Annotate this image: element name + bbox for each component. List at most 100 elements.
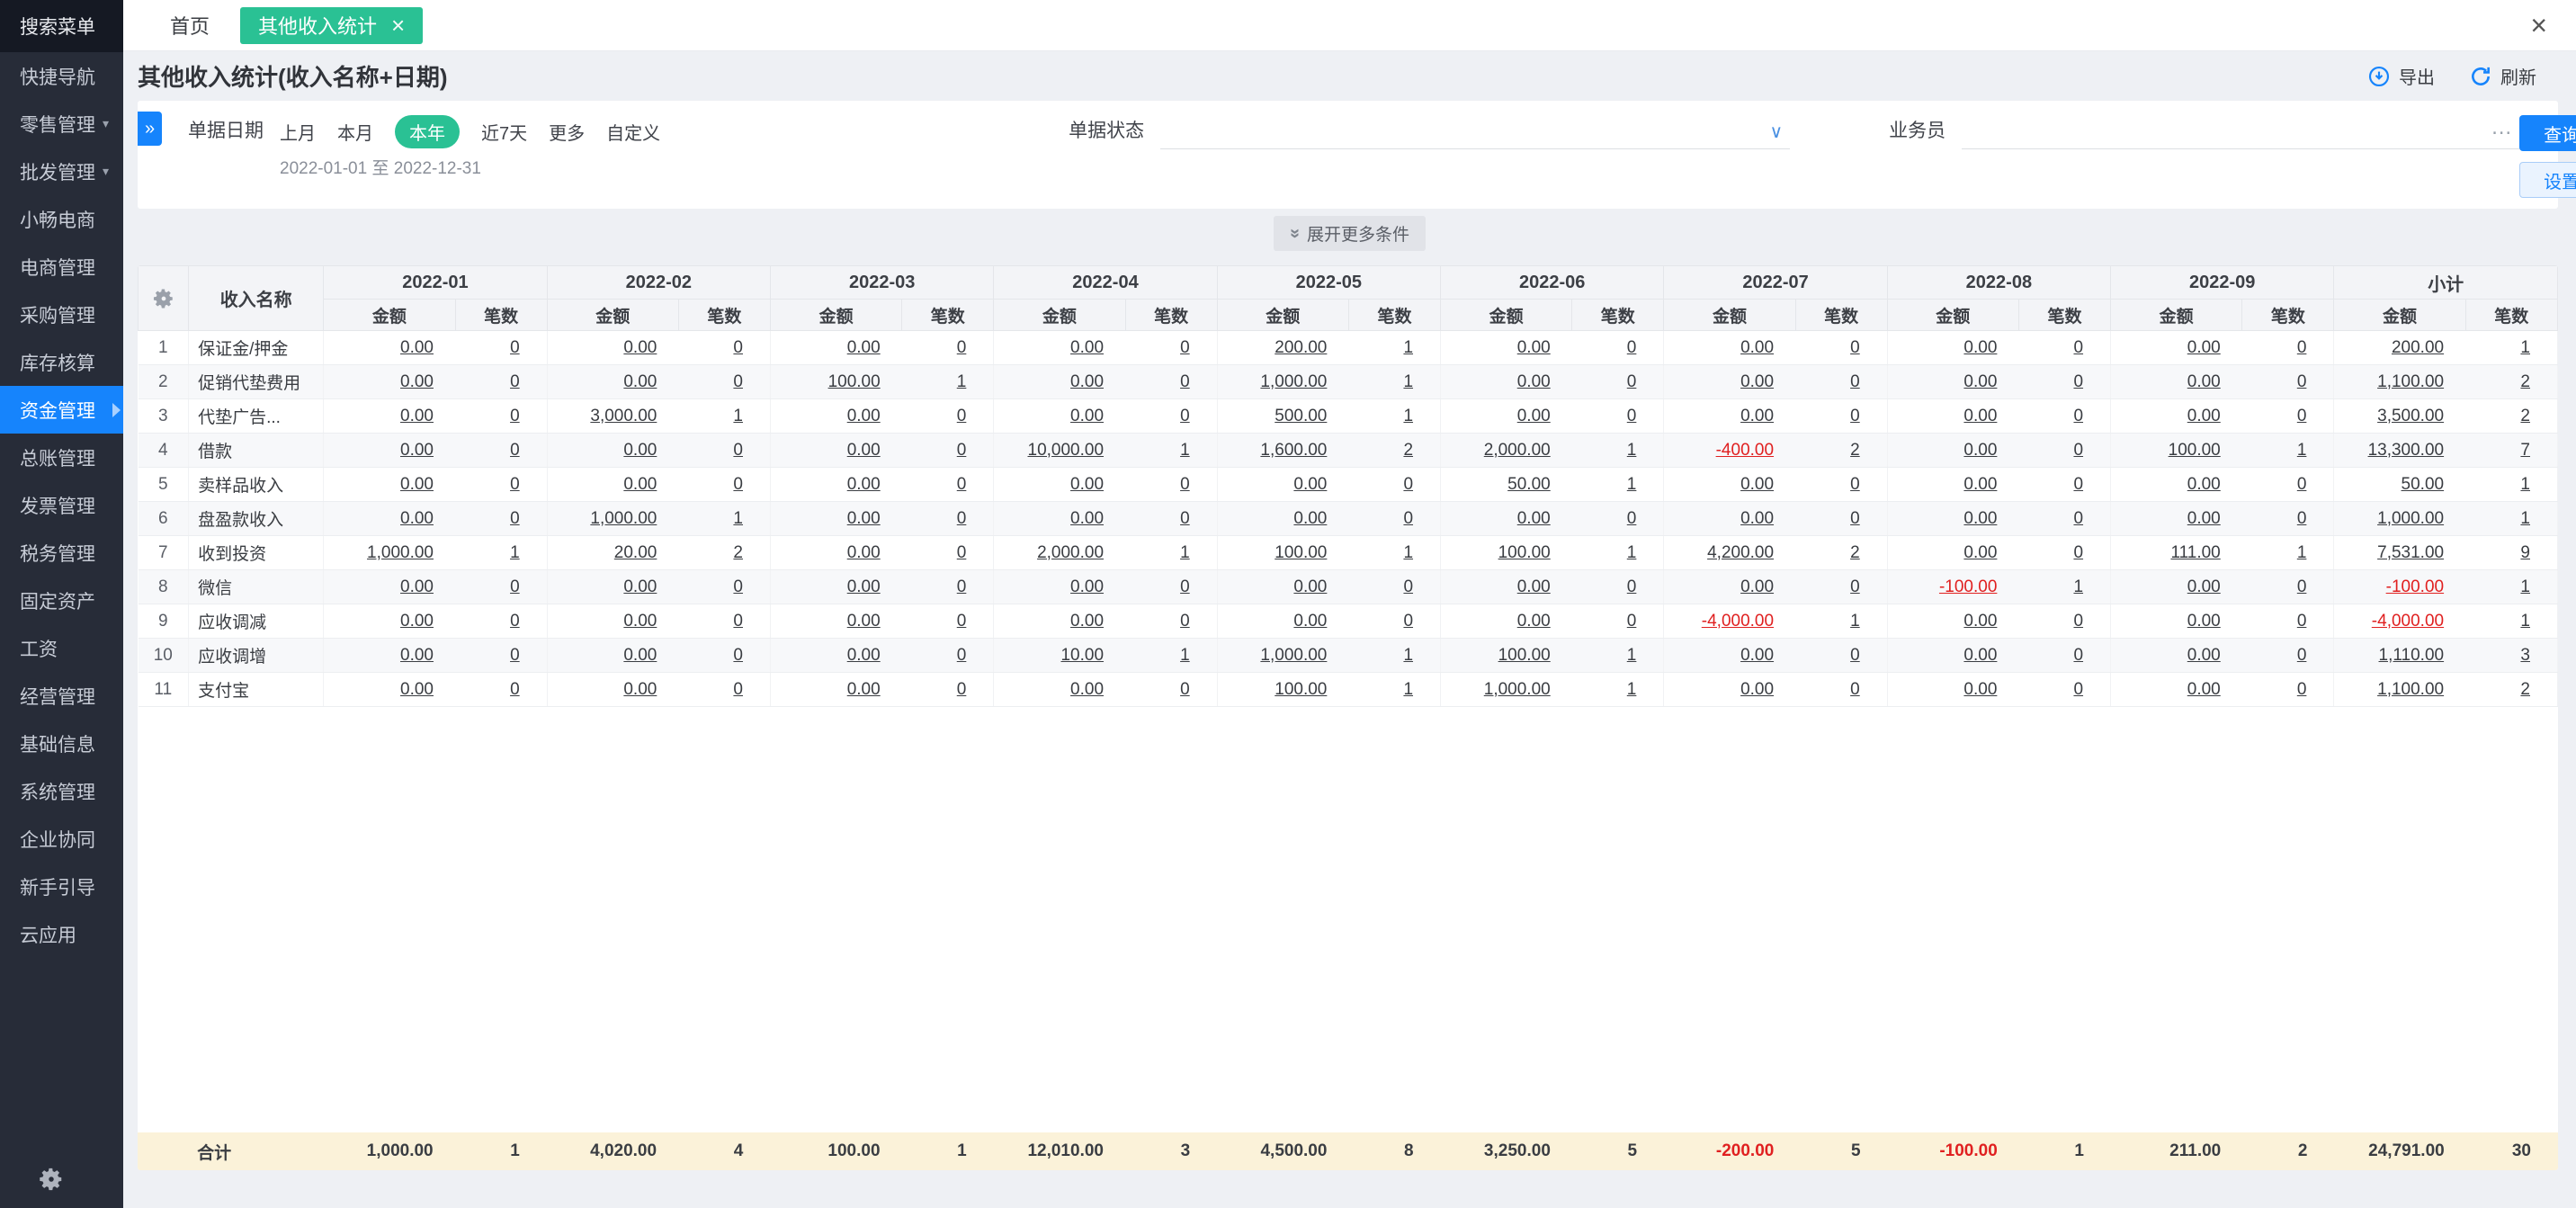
count-cell[interactable]: 1 — [2465, 501, 2558, 536]
sidebar-item-固定资产[interactable]: 固定资产 — [0, 577, 123, 624]
count-cell[interactable]: 1 — [678, 398, 771, 434]
amount-cell[interactable]: 10.00 — [993, 638, 1126, 673]
count-cell[interactable]: 0 — [455, 364, 548, 399]
count-cell[interactable]: 0 — [1125, 604, 1218, 639]
sidebar-item-批发管理[interactable]: 批发管理 ▾ — [0, 148, 123, 195]
count-cell[interactable]: 0 — [678, 467, 771, 502]
amount-cell[interactable]: 0.00 — [323, 569, 455, 604]
sidebar-item-新手引导[interactable]: 新手引导 — [0, 863, 123, 910]
amount-cell[interactable]: 0.00 — [1440, 501, 1572, 536]
count-cell[interactable]: 0 — [2018, 398, 2112, 434]
count-cell[interactable]: 3 — [2465, 638, 2558, 673]
close-window-icon[interactable]: × — [2530, 8, 2547, 41]
amount-cell[interactable]: 0.00 — [1440, 604, 1572, 639]
amount-cell[interactable]: 0.00 — [1663, 569, 1796, 604]
count-cell[interactable]: 0 — [1125, 364, 1218, 399]
count-cell[interactable]: 1 — [1571, 535, 1665, 570]
count-cell[interactable]: 1 — [2465, 569, 2558, 604]
sidebar-item-资金管理[interactable]: 资金管理 — [0, 386, 123, 434]
amount-cell[interactable]: 0.00 — [547, 433, 679, 468]
amount-cell[interactable]: 0.00 — [547, 364, 679, 399]
count-cell[interactable]: 0 — [2018, 433, 2112, 468]
count-cell[interactable]: 2 — [2465, 398, 2558, 434]
amount-cell[interactable]: 7,531.00 — [2333, 535, 2466, 570]
count-cell[interactable]: 2 — [1348, 433, 1442, 468]
amount-cell[interactable]: 0.00 — [1887, 398, 2019, 434]
amount-cell[interactable]: 0.00 — [993, 569, 1126, 604]
amount-cell[interactable]: 0.00 — [547, 672, 679, 707]
amount-cell[interactable]: 0.00 — [1887, 501, 2019, 536]
amount-cell[interactable]: 0.00 — [770, 672, 902, 707]
amount-cell[interactable]: 0.00 — [1887, 364, 2019, 399]
amount-cell[interactable]: 0.00 — [993, 672, 1126, 707]
count-cell[interactable]: 0 — [2241, 364, 2335, 399]
count-cell[interactable]: 0 — [2018, 467, 2112, 502]
query-button[interactable]: 查询 — [2519, 115, 2576, 151]
count-cell[interactable]: 0 — [1795, 638, 1888, 673]
export-button[interactable]: 导出 — [2367, 63, 2435, 89]
amount-cell[interactable]: 1,110.00 — [2333, 638, 2466, 673]
amount-cell[interactable]: 100.00 — [770, 364, 902, 399]
count-cell[interactable]: 0 — [2241, 467, 2335, 502]
count-cell[interactable]: 7 — [2465, 433, 2558, 468]
amount-cell[interactable]: 0.00 — [323, 398, 455, 434]
sidebar-item-快捷导航[interactable]: 快捷导航 — [0, 52, 123, 100]
count-cell[interactable]: 0 — [901, 398, 995, 434]
amount-cell[interactable]: 0.00 — [1887, 672, 2019, 707]
count-cell[interactable]: 0 — [678, 604, 771, 639]
amount-cell[interactable]: 1,100.00 — [2333, 364, 2466, 399]
count-cell[interactable]: 0 — [1125, 467, 1218, 502]
expand-more-conditions-button[interactable]: » 展开更多条件 — [1273, 216, 1427, 251]
date-quick-option[interactable]: 本月 — [337, 123, 373, 144]
amount-cell[interactable]: 0.00 — [1887, 330, 2019, 365]
column-settings-button[interactable] — [138, 265, 190, 331]
amount-cell[interactable]: 0.00 — [323, 501, 455, 536]
tab-other-income-stats[interactable]: 其他收入统计 × — [240, 6, 424, 44]
count-cell[interactable]: 1 — [2465, 467, 2558, 502]
amount-cell[interactable]: 0.00 — [1217, 501, 1349, 536]
count-cell[interactable]: 1 — [455, 535, 548, 570]
count-cell[interactable]: 0 — [1795, 501, 1888, 536]
amount-cell[interactable]: 0.00 — [770, 501, 902, 536]
count-cell[interactable]: 0 — [2241, 638, 2335, 673]
count-cell[interactable]: 0 — [1795, 398, 1888, 434]
count-cell[interactable]: 0 — [901, 638, 995, 673]
sidebar-item-企业协同[interactable]: 企业协同 — [0, 815, 123, 863]
amount-cell[interactable]: 0.00 — [2110, 569, 2242, 604]
ellipsis-icon[interactable]: … — [2491, 115, 2513, 139]
sidebar-item-总账管理[interactable]: 总账管理 — [0, 434, 123, 481]
count-cell[interactable]: 0 — [678, 364, 771, 399]
amount-cell[interactable]: 50.00 — [1440, 467, 1572, 502]
amount-cell[interactable]: 100.00 — [1217, 535, 1349, 570]
count-cell[interactable]: 1 — [2465, 330, 2558, 365]
date-quick-option[interactable]: 本年 — [395, 114, 460, 148]
sidebar-item-小畅电商[interactable]: 小畅电商 — [0, 195, 123, 243]
count-cell[interactable]: 0 — [1571, 501, 1665, 536]
sidebar-item-基础信息[interactable]: 基础信息 — [0, 720, 123, 767]
amount-cell[interactable]: 0.00 — [1440, 330, 1572, 365]
refresh-button[interactable]: 刷新 — [2469, 63, 2536, 89]
amount-cell[interactable]: 0.00 — [547, 569, 679, 604]
count-cell[interactable]: 0 — [1348, 467, 1442, 502]
count-cell[interactable]: 9 — [2465, 535, 2558, 570]
sidebar-item-经营管理[interactable]: 经营管理 — [0, 672, 123, 720]
amount-cell[interactable]: 2,000.00 — [993, 535, 1126, 570]
amount-cell[interactable]: 3,500.00 — [2333, 398, 2466, 434]
count-cell[interactable]: 1 — [1348, 398, 1442, 434]
amount-cell[interactable]: 0.00 — [1663, 672, 1796, 707]
amount-cell[interactable]: 0.00 — [770, 535, 902, 570]
amount-cell[interactable]: 0.00 — [1663, 638, 1796, 673]
count-cell[interactable]: 0 — [2018, 604, 2112, 639]
amount-cell[interactable]: -100.00 — [2333, 569, 2466, 604]
count-cell[interactable]: 0 — [1125, 330, 1218, 365]
salesman-input[interactable]: … — [1962, 115, 2520, 149]
count-cell[interactable]: 0 — [2018, 638, 2112, 673]
count-cell[interactable]: 0 — [901, 672, 995, 707]
amount-cell[interactable]: 200.00 — [1217, 330, 1349, 365]
count-cell[interactable]: 0 — [1795, 672, 1888, 707]
amount-cell[interactable]: 1,000.00 — [323, 535, 455, 570]
count-cell[interactable]: 1 — [901, 364, 995, 399]
count-cell[interactable]: 0 — [901, 433, 995, 468]
sidebar-search-menu[interactable]: 搜索菜单 — [0, 0, 123, 52]
count-cell[interactable]: 0 — [2018, 501, 2112, 536]
